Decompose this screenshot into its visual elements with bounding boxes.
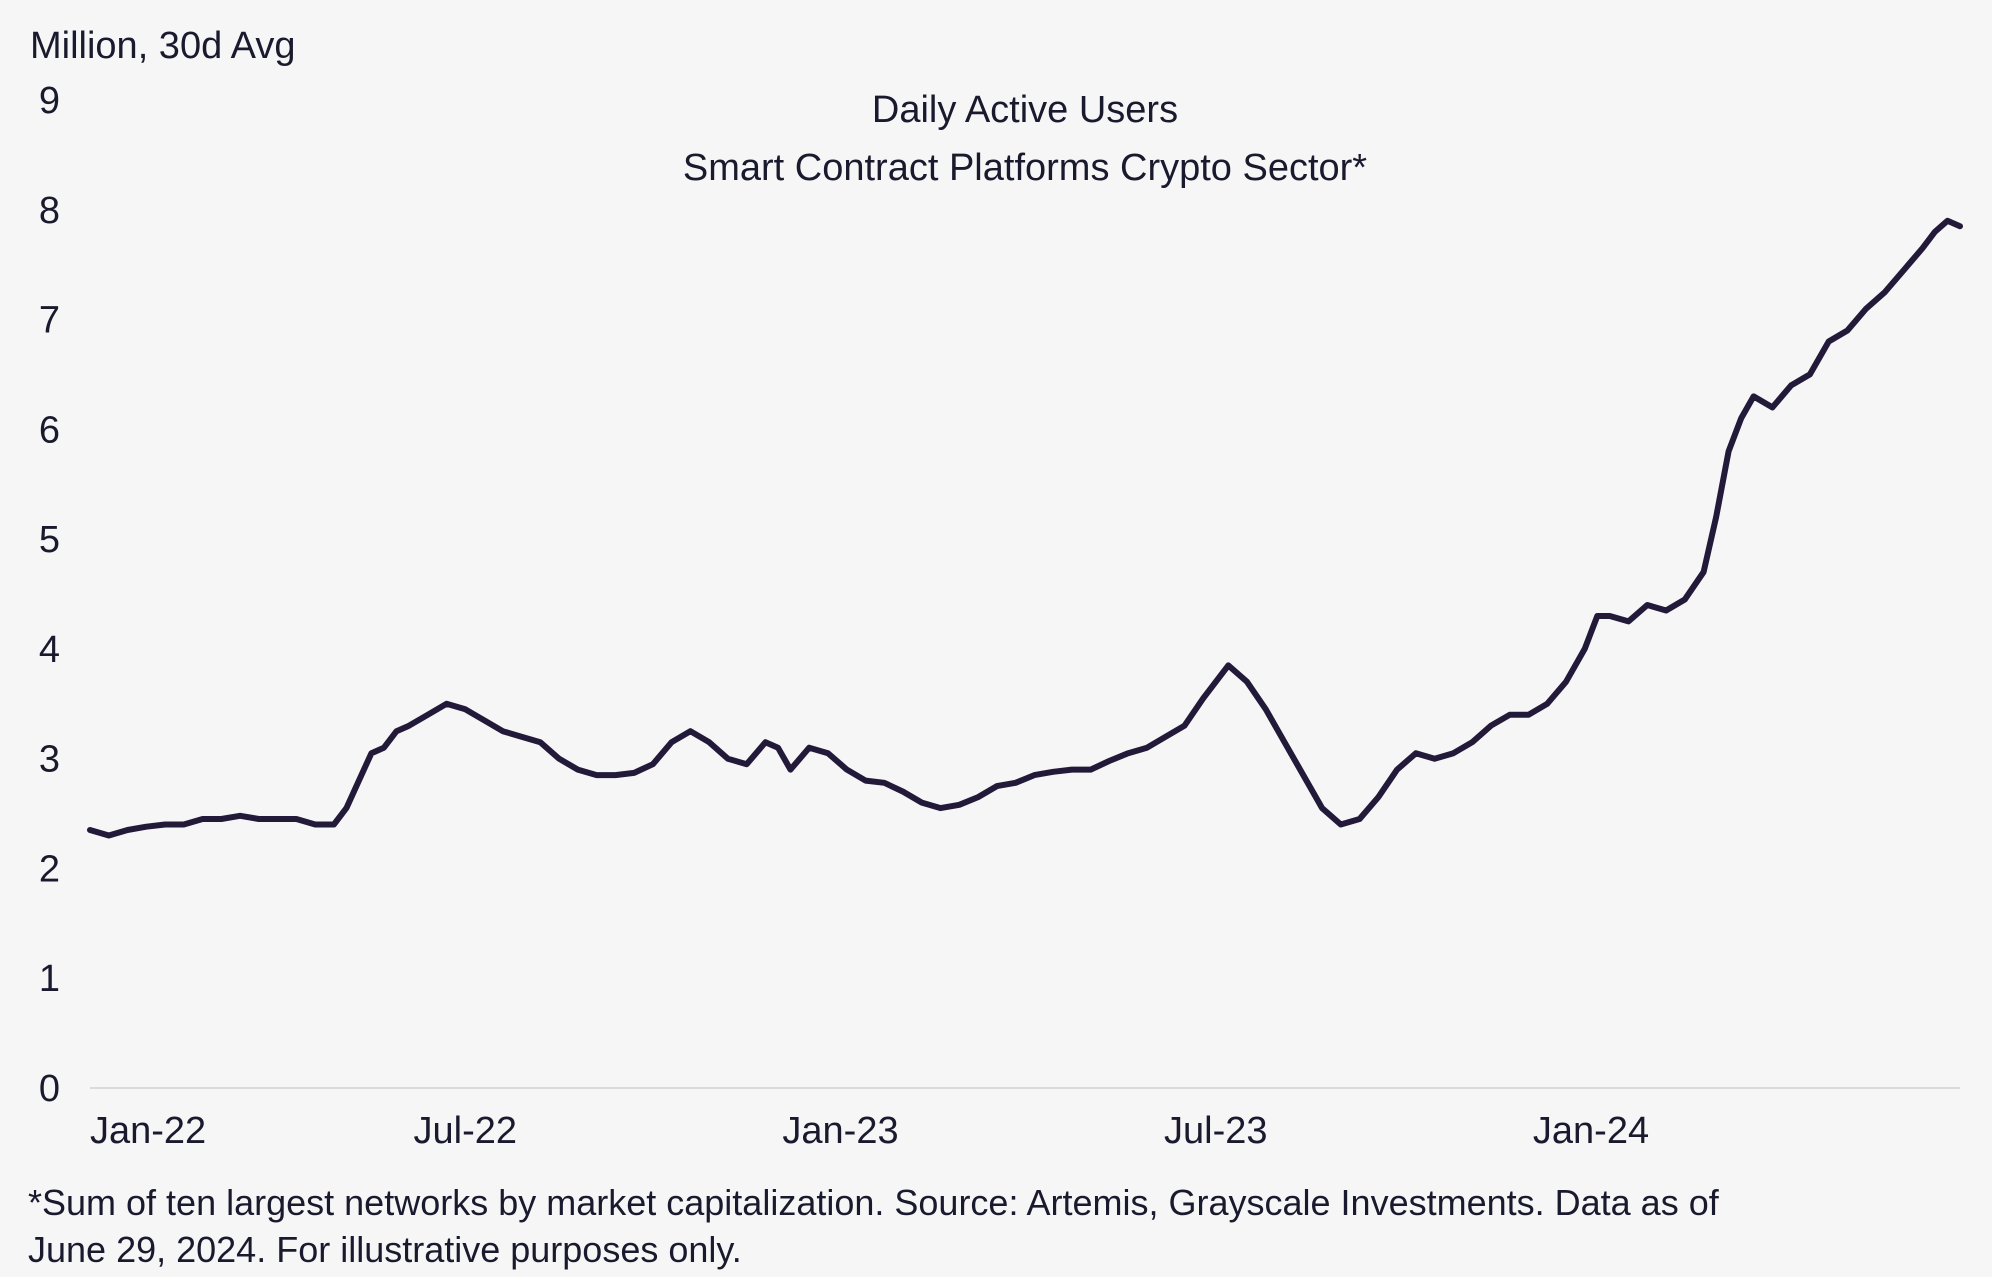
y-tick-label: 3 bbox=[39, 739, 60, 781]
y-tick-label: 0 bbox=[39, 1068, 60, 1110]
y-tick-label: 6 bbox=[39, 409, 60, 451]
chart-title-line2: Smart Contract Platforms Crypto Sector* bbox=[683, 147, 1367, 189]
x-tick-label: Jan-24 bbox=[1533, 1110, 1649, 1152]
chart-background bbox=[0, 0, 1992, 1277]
footnote-line1: *Sum of ten largest networks by market c… bbox=[28, 1182, 1720, 1223]
chart-container: Million, 30d Avg Daily Active Users Smart … bbox=[0, 0, 1992, 1277]
y-tick-label: 9 bbox=[39, 80, 60, 122]
y-tick-label: 5 bbox=[39, 519, 60, 561]
x-tick-label: Jan-23 bbox=[782, 1110, 898, 1152]
y-tick-label: 7 bbox=[39, 300, 60, 342]
y-tick-label: 1 bbox=[39, 958, 60, 1000]
x-tick-label: Jul-23 bbox=[1164, 1110, 1268, 1152]
y-axis-title: Million, 30d Avg bbox=[30, 25, 295, 67]
y-tick-label: 2 bbox=[39, 848, 60, 890]
y-tick-label: 4 bbox=[39, 629, 60, 671]
chart-title-line1: Daily Active Users bbox=[872, 89, 1178, 131]
y-tick-label: 8 bbox=[39, 190, 60, 232]
footnote-line2: June 29, 2024. For illustrative purposes… bbox=[28, 1229, 742, 1270]
x-tick-label: Jan-22 bbox=[90, 1110, 206, 1152]
x-tick-label: Jul-22 bbox=[414, 1110, 518, 1152]
line-chart: Million, 30d Avg Daily Active Users Smart … bbox=[0, 0, 1992, 1277]
